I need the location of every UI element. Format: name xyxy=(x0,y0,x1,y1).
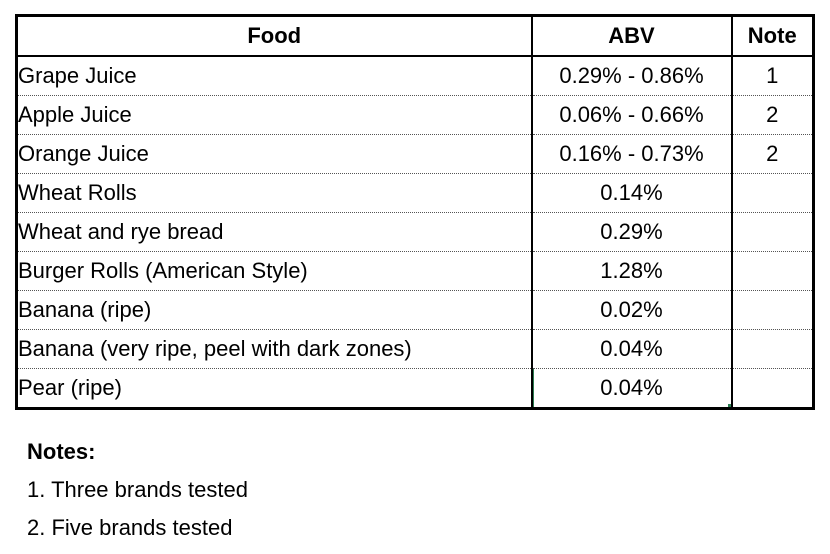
food-cell[interactable]: Burger Rolls (American Style) xyxy=(16,251,532,291)
abv-cell[interactable]: 0.29% - 0.86% xyxy=(530,56,733,96)
abv-table: Food ABV Note Grape Juice 0.29% - 0.86% … xyxy=(15,14,815,410)
table-row: Grape Juice 0.29% - 0.86% 1 xyxy=(17,56,814,96)
abv-cell[interactable]: 1.28% xyxy=(530,251,733,291)
notes-line: 2. Five brands tested xyxy=(27,515,233,540)
note-cell[interactable] xyxy=(731,212,814,252)
table-row: Wheat and rye bread 0.29% xyxy=(16,212,814,252)
abv-cell[interactable]: 0.04% xyxy=(530,329,733,369)
table-row: Burger Rolls (American Style) 1.28% xyxy=(16,251,814,291)
abv-cell[interactable]: 0.06% - 0.66% xyxy=(530,95,733,135)
table-row: Pear (ripe) 0.04% xyxy=(16,368,814,409)
selected-cell-border xyxy=(533,369,730,409)
table-row: Apple Juice 0.06% - 0.66% 2 xyxy=(16,95,814,135)
header-abv[interactable]: ABV xyxy=(530,15,733,57)
food-cell[interactable]: Wheat and rye bread xyxy=(16,212,532,252)
abv-cell[interactable]: 0.16% - 0.73% xyxy=(530,134,733,174)
header-row: Food ABV Note xyxy=(16,15,814,57)
header-note[interactable]: Note xyxy=(731,15,814,57)
table-row: Banana (ripe) 0.02% xyxy=(16,290,814,330)
food-cell[interactable]: Orange Juice xyxy=(16,134,532,174)
abv-cell[interactable]: 0.04% xyxy=(530,368,733,409)
table-row: Orange Juice 0.16% - 0.73% 2 xyxy=(16,134,814,174)
food-cell[interactable]: Apple Juice xyxy=(16,95,532,135)
fill-handle[interactable] xyxy=(725,402,730,409)
note-cell[interactable]: 1 xyxy=(766,63,779,88)
note-cell[interactable] xyxy=(731,290,814,330)
food-cell[interactable]: Pear (ripe) xyxy=(16,368,532,409)
abv-cell[interactable]: 0.02% xyxy=(530,290,733,330)
abv-cell[interactable]: 0.14% xyxy=(530,173,733,213)
food-cell[interactable]: Banana (very ripe, peel with dark zones) xyxy=(16,329,532,369)
food-cell[interactable]: Grape Juice xyxy=(18,63,137,88)
food-cell[interactable]: Wheat Rolls xyxy=(16,173,532,213)
note-cell[interactable] xyxy=(731,329,814,369)
note-cell[interactable] xyxy=(731,173,814,213)
notes-title: Notes: xyxy=(27,439,96,464)
abv-cell[interactable]: 0.29% xyxy=(530,212,733,252)
note-cell[interactable] xyxy=(731,368,814,409)
table-row: Wheat Rolls 0.14% xyxy=(16,173,814,213)
notes-block: Notes: 1. Three brands tested 2. Five bra… xyxy=(27,433,248,547)
table-row: Banana (very ripe, peel with dark zones)… xyxy=(16,329,814,369)
note-cell[interactable]: 2 xyxy=(731,134,814,174)
header-food[interactable]: Food xyxy=(16,15,532,57)
note-cell[interactable]: 2 xyxy=(731,95,814,135)
food-cell[interactable]: Banana (ripe) xyxy=(16,290,532,330)
note-cell[interactable] xyxy=(731,251,814,291)
notes-line: 1. Three brands tested xyxy=(27,477,248,502)
